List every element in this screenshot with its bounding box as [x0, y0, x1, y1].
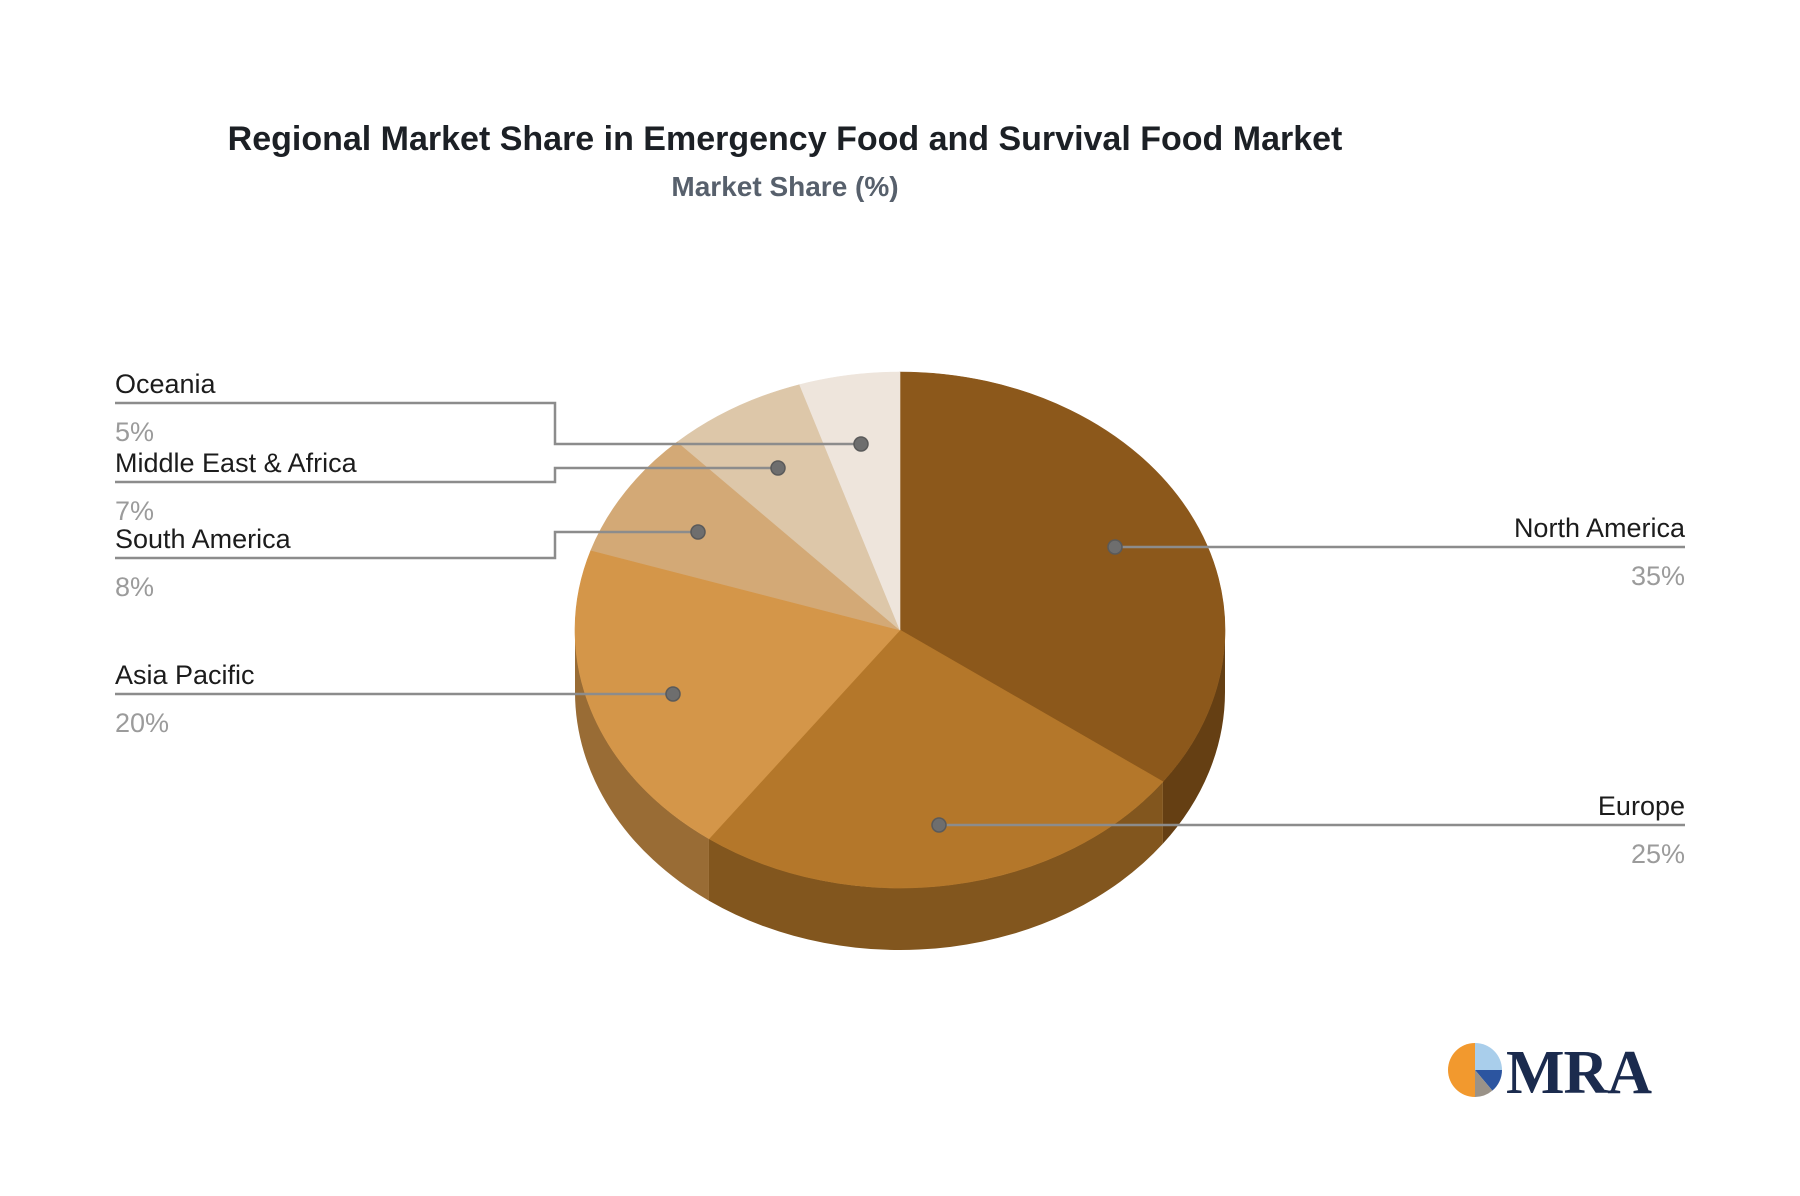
connector-dot-asia-pacific [665, 686, 681, 702]
slice-percent-north-america: 35% [1631, 561, 1685, 591]
pie-slice-north-america [899, 371, 1226, 783]
slice-label-middle-east-africa: Middle East & Africa [115, 448, 358, 478]
connector-dot-oceania [853, 436, 869, 452]
pie-slices [574, 371, 1226, 889]
connector-dot-europe [931, 817, 947, 833]
slice-label-south-america: South America [115, 524, 292, 554]
connector-middle-east-africa [115, 466, 778, 484]
slice-percent-oceania: 5% [115, 417, 154, 447]
pie-connectors [115, 401, 1685, 833]
pie-chart-icon [1448, 1043, 1502, 1097]
connector-dot-middle-east-africa [770, 460, 786, 476]
pie-labels: North America 35% Europe 25% Asia Pacific 20%… [115, 369, 1686, 869]
slice-label-north-america: North America [1514, 513, 1686, 543]
slice-label-europe: Europe [1598, 791, 1685, 821]
logo-wedge-lightblue [1475, 1043, 1502, 1070]
pie-slice-side-asia-pacific [575, 630, 709, 901]
pie-slice-europe [708, 629, 1164, 889]
slice-percent-asia-pacific: 20% [115, 708, 169, 738]
brand-logo-text: MRA [1506, 1039, 1652, 1107]
pie-slice-side-north-america [1162, 630, 1225, 844]
slice-label-oceania: Oceania [115, 369, 217, 399]
slice-percent-south-america: 8% [115, 572, 154, 602]
connector-dot-south-america [690, 524, 706, 540]
connector-oceania [115, 401, 861, 446]
chart-subtitle: Market Share (%) [671, 171, 898, 202]
connector-south-america [115, 530, 698, 560]
pie-slice-side-europe [708, 781, 1163, 951]
chart-title: Regional Market Share in Emergency Food … [228, 120, 1343, 158]
pie-slice-asia-pacific [574, 549, 901, 840]
slice-percent-europe: 25% [1631, 839, 1685, 869]
logo-wedge-gray [1475, 1070, 1493, 1097]
connector-dot-north-america [1107, 539, 1123, 555]
pie-slice-middle-east-africa [677, 384, 901, 631]
pie-3d-sides [575, 630, 1225, 951]
pie-slice-south-america [590, 441, 901, 631]
slice-label-asia-pacific: Asia Pacific [115, 660, 255, 690]
logo-wedge-orange [1448, 1043, 1475, 1097]
pie-slice-oceania [799, 371, 901, 631]
logo-wedge-darkblue [1475, 1070, 1502, 1091]
slice-percent-middle-east-africa: 7% [115, 496, 154, 526]
brand-logo: MRA [1448, 1039, 1653, 1107]
